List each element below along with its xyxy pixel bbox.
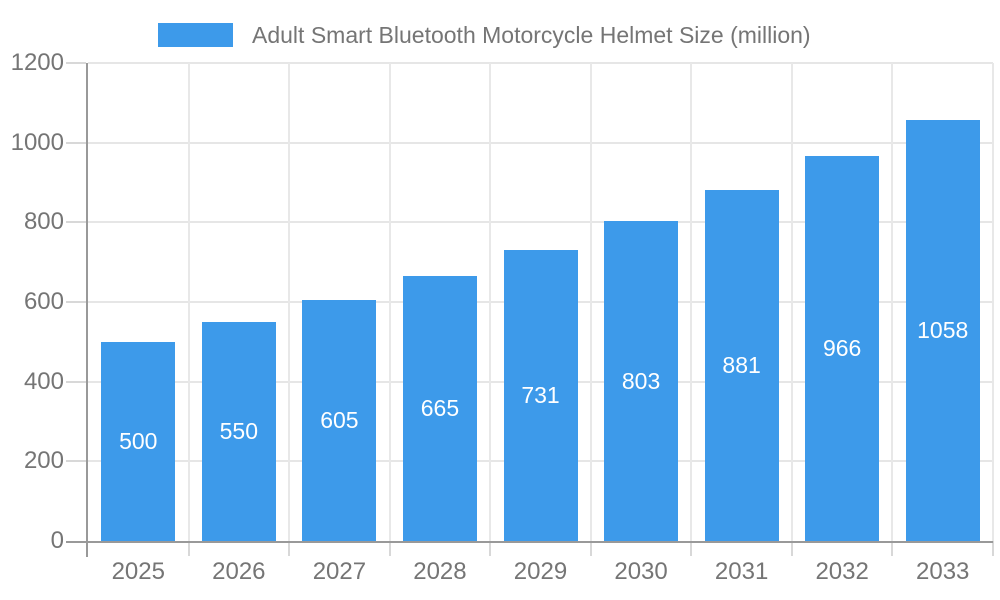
legend: Adult Smart Bluetooth Motorcycle Helmet … [158, 21, 811, 48]
gridline-vertical [992, 63, 994, 541]
y-axis-tick [66, 460, 86, 463]
bar: 605 [302, 300, 377, 541]
bar: 731 [503, 249, 578, 541]
y-axis-label: 800 [23, 208, 64, 236]
x-axis-label: 2028 [413, 558, 467, 585]
gridline-horizontal [88, 62, 993, 64]
legend-swatch [158, 23, 233, 47]
bar-value-label: 731 [521, 381, 560, 408]
x-axis-line [66, 541, 993, 543]
gridline-vertical [790, 63, 793, 541]
x-axis-label: 2030 [614, 558, 668, 585]
plot-area: 0 200 400 600 800 1000 1200 500 2025 550 2026 605 20… [11, 49, 994, 585]
gridline-horizontal [88, 221, 993, 224]
y-axis-label: 0 [50, 527, 64, 554]
bar: 803 [604, 221, 679, 541]
bar-value-label: 500 [119, 427, 158, 454]
bar-value-label: 605 [320, 407, 359, 433]
y-axis-label: 1200 [10, 49, 64, 76]
gridline-vertical [288, 63, 291, 541]
y-axis-tick [66, 380, 86, 383]
gridline-vertical [489, 63, 492, 541]
bar-value-label: 803 [621, 367, 661, 394]
x-axis-tick [489, 541, 492, 556]
y-axis-line [86, 63, 88, 557]
x-axis-label: 2026 [212, 558, 266, 585]
bar: 966 [805, 156, 880, 541]
y-axis-label: 1000 [10, 128, 64, 156]
legend-label: Adult Smart Bluetooth Motorcycle Helmet … [252, 21, 811, 48]
x-axis-tick [589, 541, 592, 556]
x-axis-tick [388, 541, 391, 556]
x-axis-label: 2025 [111, 558, 165, 585]
x-axis-label: 2032 [815, 558, 869, 585]
gridline-horizontal [88, 141, 993, 144]
gridline-vertical [589, 63, 592, 541]
bar-value-label: 966 [822, 335, 862, 362]
x-axis-tick [690, 541, 693, 556]
gridline-vertical [388, 63, 391, 541]
bar: 1058 [905, 119, 980, 541]
x-axis-tick [187, 541, 190, 556]
bar-value-label: 1058 [917, 316, 969, 343]
x-axis-label: 2027 [312, 558, 367, 585]
x-axis-tick [288, 541, 291, 556]
y-axis-tick [66, 141, 86, 144]
bar: 881 [704, 190, 779, 541]
gridline-vertical [187, 63, 190, 541]
x-axis-tick [790, 541, 793, 556]
bar: 500 [101, 341, 176, 541]
gridline-vertical [690, 63, 693, 541]
bar-value-label: 665 [420, 395, 460, 422]
y-axis-tick [66, 301, 86, 303]
x-axis-tick [992, 541, 994, 556]
x-axis-label: 2029 [513, 558, 568, 585]
x-axis-label: 2031 [714, 558, 769, 585]
gridline-vertical [891, 63, 894, 541]
y-axis-label: 200 [23, 447, 64, 475]
x-axis-tick [891, 541, 894, 556]
x-axis-label: 2033 [916, 558, 970, 585]
bar: 665 [402, 276, 477, 541]
bar-value-label: 550 [219, 417, 259, 444]
y-axis-label: 400 [23, 367, 64, 395]
bar: 550 [201, 321, 276, 541]
bar-value-label: 881 [722, 352, 761, 379]
y-axis-tick [66, 221, 86, 224]
y-axis-tick [66, 62, 86, 64]
y-axis-label: 600 [23, 288, 64, 315]
